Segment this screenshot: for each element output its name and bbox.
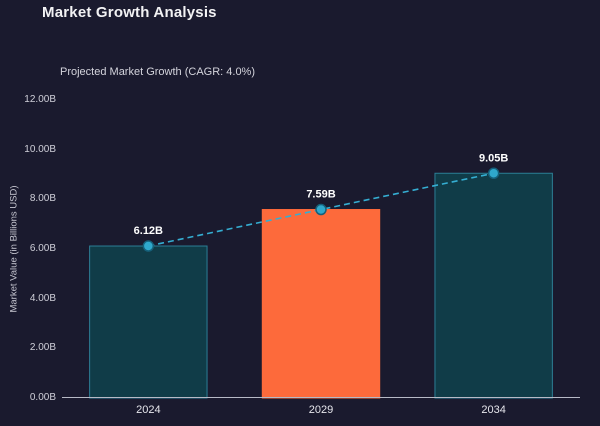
value-label-2029: 7.59B xyxy=(306,189,335,201)
y-tick-12.00B: 12.00B xyxy=(24,94,56,105)
y-tick-0.00B: 0.00B xyxy=(29,392,56,403)
y-tick-4.00B: 4.00B xyxy=(29,292,56,304)
trend-marker-2029 xyxy=(315,203,327,216)
x-tick-2024: 2024 xyxy=(136,404,161,416)
bar-2029 xyxy=(261,209,381,399)
chart-subtitle: Projected Market Growth (CAGR: 4.0%) xyxy=(60,66,256,78)
trend-line xyxy=(148,172,494,247)
y-tick-6.00B: 6.00B xyxy=(29,243,56,254)
y-tick-8.00B: 8.00B xyxy=(29,193,56,205)
x-tick-2029: 2029 xyxy=(308,404,334,416)
page-title: Market Growth Analysis xyxy=(42,4,217,21)
bar-2024 xyxy=(89,245,208,399)
value-label-2034: 9.05B xyxy=(479,152,508,164)
y-tick-10.00B: 10.00B xyxy=(24,143,56,155)
trend-marker-2024 xyxy=(142,240,155,252)
plot-area: 6.12B 7.59B 9.05B xyxy=(62,152,580,399)
trend-marker-2034 xyxy=(487,167,500,180)
bar-2034 xyxy=(434,172,553,399)
x-tick-2034: 2034 xyxy=(481,404,506,416)
y-tick-2.00B: 2.00B xyxy=(29,342,56,354)
value-label-2024: 6.12B xyxy=(134,225,163,237)
